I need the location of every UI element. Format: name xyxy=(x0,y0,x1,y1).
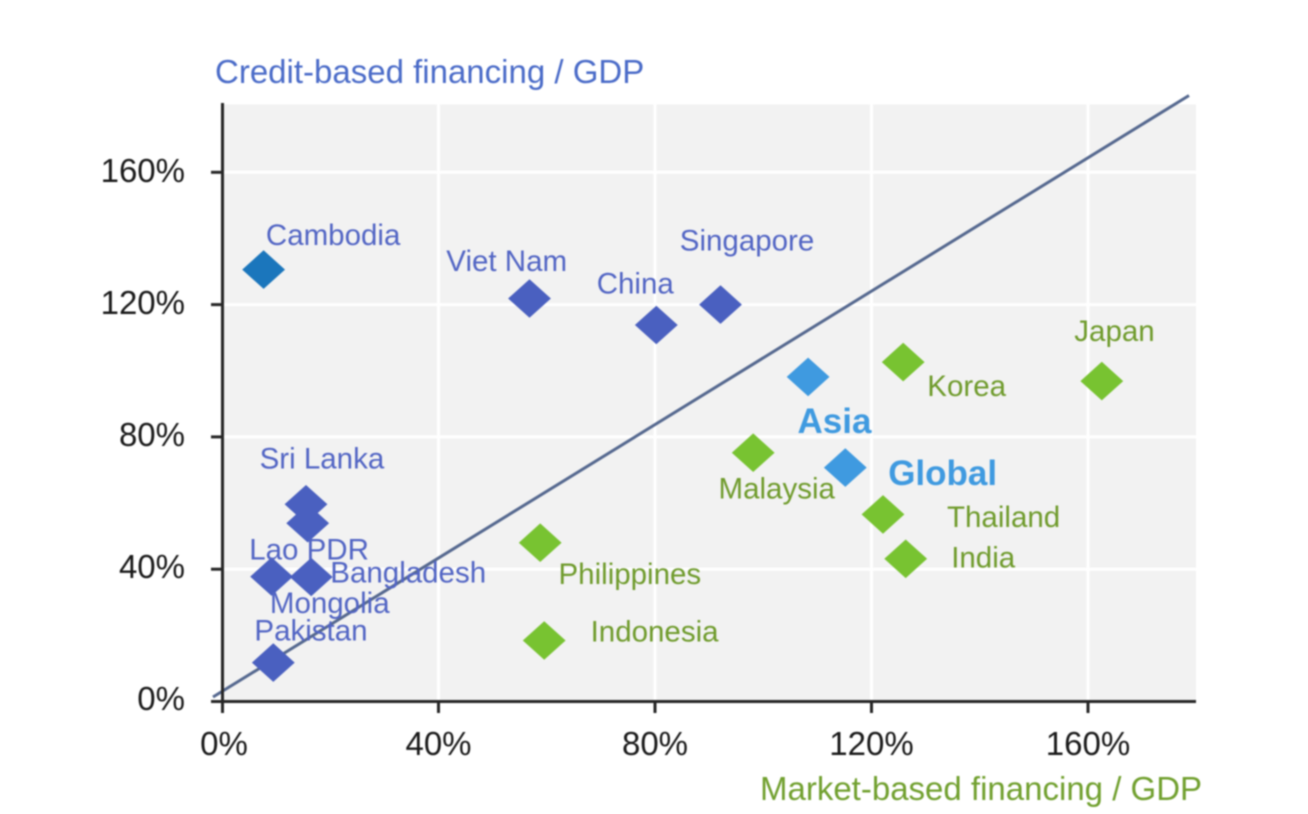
svg-text:Sri Lanka: Sri Lanka xyxy=(260,443,385,476)
svg-text:Thailand: Thailand xyxy=(947,501,1060,534)
svg-text:160%: 160% xyxy=(1046,725,1130,762)
svg-text:Cambodia: Cambodia xyxy=(266,219,401,252)
svg-text:Philippines: Philippines xyxy=(559,558,702,591)
svg-text:120%: 120% xyxy=(829,725,913,762)
svg-text:Pakistan: Pakistan xyxy=(254,615,367,648)
svg-text:Indonesia: Indonesia xyxy=(591,616,720,649)
svg-text:Global: Global xyxy=(888,454,997,493)
svg-text:Japan: Japan xyxy=(1074,315,1154,348)
svg-text:Market-based financing / GDP: Market-based financing / GDP xyxy=(760,770,1202,807)
svg-text:80%: 80% xyxy=(622,725,688,762)
svg-text:India: India xyxy=(951,541,1016,574)
svg-text:40%: 40% xyxy=(405,725,471,762)
svg-text:40%: 40% xyxy=(119,548,185,585)
svg-text:Credit-based financing / GDP: Credit-based financing / GDP xyxy=(215,53,644,90)
svg-text:Asia: Asia xyxy=(798,402,872,441)
svg-text:Korea: Korea xyxy=(927,370,1006,403)
svg-text:Malaysia: Malaysia xyxy=(719,473,836,506)
svg-text:Mongolia: Mongolia xyxy=(270,587,390,620)
svg-text:Singapore: Singapore xyxy=(680,224,815,257)
svg-text:Lao PDR: Lao PDR xyxy=(249,534,369,567)
svg-text:China: China xyxy=(597,268,675,301)
svg-text:80%: 80% xyxy=(119,416,185,453)
svg-text:0%: 0% xyxy=(200,725,248,762)
svg-text:120%: 120% xyxy=(101,284,185,321)
svg-text:0%: 0% xyxy=(137,680,185,717)
svg-text:Bangladesh: Bangladesh xyxy=(330,557,486,590)
svg-text:160%: 160% xyxy=(101,152,185,189)
svg-text:Viet Nam: Viet Nam xyxy=(446,245,567,278)
